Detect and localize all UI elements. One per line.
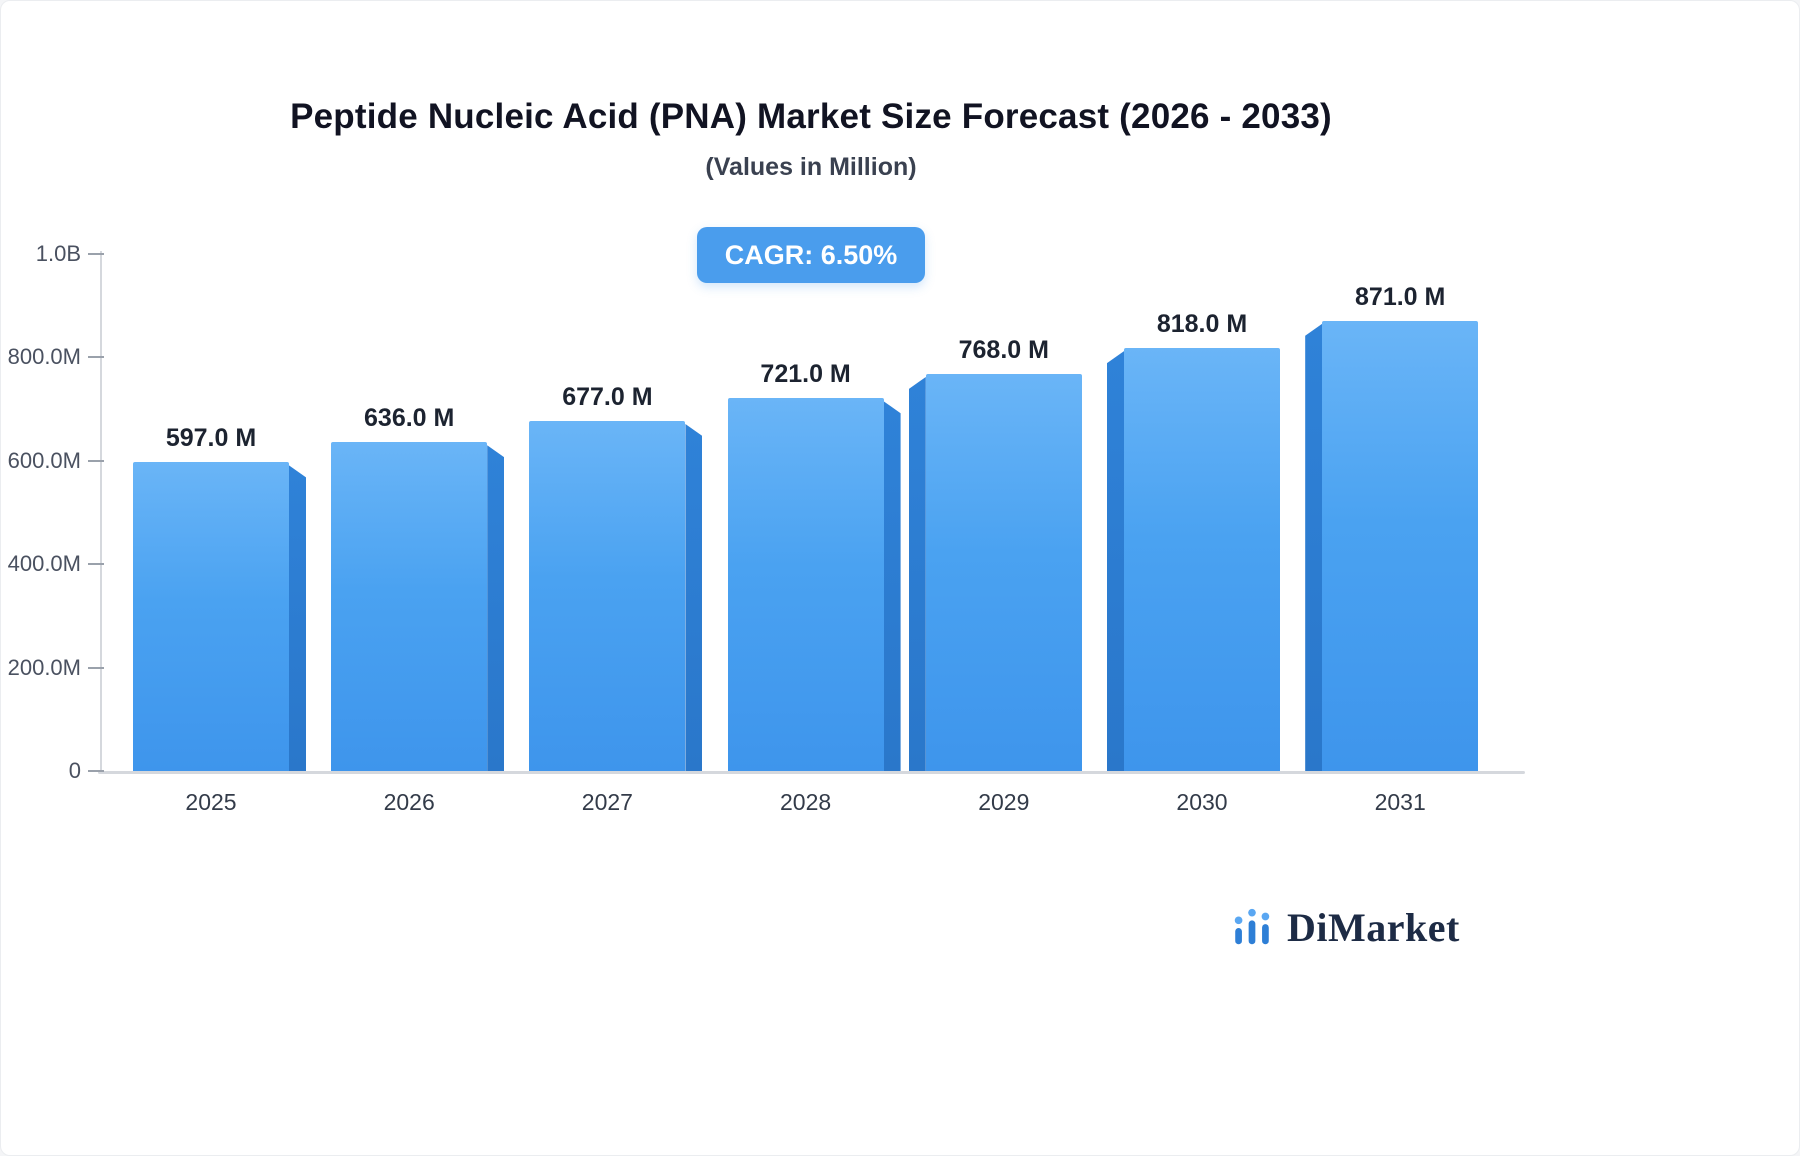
cagr-badge-wrap: CAGR: 6.50% [1,227,1621,283]
bar-side-face [883,401,901,771]
bar-side-face [1107,351,1124,771]
y-axis-line [100,251,102,773]
x-axis-category-label: 2031 [1374,789,1426,815]
chart-title: Peptide Nucleic Acid (PNA) Market Size F… [290,97,1332,136]
y-axis-tick-mark [88,563,104,566]
x-axis-line [98,771,1525,774]
bar-value-label: 871.0 M [1355,282,1446,311]
x-axis-category-label: 2026 [383,789,435,815]
bar-value-label: 597.0 M [165,424,257,453]
y-axis-tick-mark [88,356,104,359]
y-axis-tick-label: 0 [68,758,81,783]
y-axis-tick-label: 600.0M [7,447,81,473]
bar-value-label: 768.0 M [958,335,1049,364]
x-axis-category-label: 2027 [581,789,633,815]
bar-side-face [685,423,703,771]
x-axis-category-label: 2025 [185,789,237,815]
bar-side-face [487,445,505,771]
y-axis-tick-mark [88,666,104,669]
bar-2030 [1124,348,1280,771]
bar-2028 [727,398,884,771]
bar-side-face [289,465,306,771]
bar-side-face [1305,323,1323,771]
bar-2031 [1322,320,1479,771]
y-axis-tick-label: 400.0M [7,551,81,577]
bar-2025 [133,462,289,771]
y-axis-tick-label: 200.0M [7,654,81,680]
dimarket-logo-icon [1229,905,1275,951]
cagr-badge: CAGR: 6.50% [696,227,926,283]
y-axis-tick-mark [88,253,104,255]
x-axis-category-label: 2029 [978,789,1030,815]
bar-2026 [331,442,488,771]
y-axis-tick-mark [88,459,104,462]
chart-header: Peptide Nucleic Acid (PNA) Market Size F… [1,1,1621,182]
bar-2029 [925,373,1082,771]
y-axis-tick-label: 800.0M [7,344,81,370]
bar-2027 [529,420,686,771]
y-axis-tick-label: 1.0B [35,241,81,266]
bar-side-face [908,376,926,771]
dimarket-logo-text: DiMarket [1287,905,1460,950]
bar-value-label: 636.0 M [364,404,455,433]
y-axis-tick-mark [88,770,104,772]
dimarket-logo: DiMarket [1229,904,1460,951]
x-axis-category-label: 2030 [1176,789,1228,815]
chart-subtitle: (Values in Million) [705,153,917,181]
bar-value-label: 677.0 M [562,382,653,411]
bar-value-label: 818.0 M [1156,310,1248,339]
x-axis-category-label: 2028 [780,789,832,815]
bar-value-label: 721.0 M [760,360,851,389]
